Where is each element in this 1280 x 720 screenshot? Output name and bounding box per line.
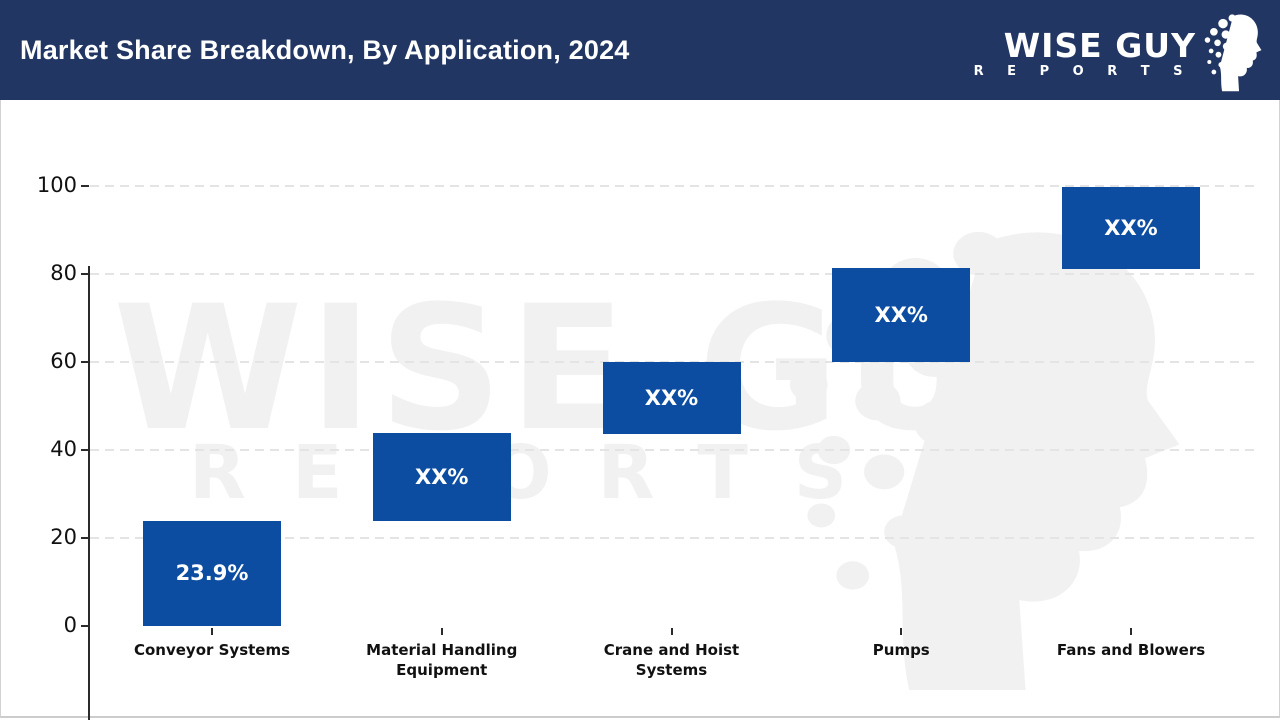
chart-title: Market Share Breakdown, By Application, …: [20, 34, 630, 65]
x-category-label: Pumps: [872, 641, 930, 659]
x-category-label: Crane and Hoist Systems: [603, 641, 740, 679]
bar-value-label: 23.9%: [175, 561, 249, 586]
y-tick-label: 100: [36, 173, 77, 197]
bar-value-label: XX%: [644, 386, 699, 411]
y-tick-label: 20: [50, 525, 77, 549]
logo-text-reports: R E P O R T S: [973, 64, 1192, 79]
wiseguy-logo: WISE GUY R E P O R T S: [974, 8, 1266, 94]
bar-value-label: XX%: [874, 302, 928, 327]
y-tick-label: 0: [63, 613, 77, 637]
y-tick-label: 60: [50, 349, 77, 373]
waterfall-bar: 23.9%: [143, 520, 281, 626]
x-tick-mark: [440, 628, 443, 635]
y-gridline: [90, 449, 1259, 451]
y-tick-mark: [81, 625, 89, 627]
y-tick-mark: [81, 273, 89, 275]
y-tick-mark: [81, 185, 89, 187]
x-category-label: Fans and Blowers: [1056, 641, 1206, 659]
bar-value-label: XX%: [415, 464, 469, 489]
y-tick-mark: [81, 537, 89, 539]
x-tick-mark: [900, 628, 903, 635]
dotted-head-profile-icon: [1204, 14, 1262, 92]
y-axis-line: [88, 266, 90, 720]
waterfall-bar: XX%: [1062, 186, 1200, 270]
logo-text-wiseguy: WISE GUY: [1003, 26, 1196, 65]
chart-area: WISE GUY REPORTS 0 20 40 60 80 100 23.9% Convey…: [0, 100, 1280, 720]
waterfall-bar: XX%: [832, 267, 971, 362]
waterfall-bar: XX%: [602, 362, 741, 435]
header-bar: Market Share Breakdown, By Application, …: [0, 0, 1280, 100]
x-category-label: Conveyor Systems: [133, 641, 291, 659]
x-tick-mark: [1130, 628, 1132, 635]
watermark-text-reports: REPORTS: [189, 430, 894, 516]
y-gridline: [90, 537, 1259, 539]
y-tick-mark: [81, 449, 89, 451]
x-tick-mark: [211, 628, 213, 635]
y-tick-mark: [81, 361, 89, 363]
waterfall-bar: XX%: [372, 432, 511, 521]
bar-value-label: XX%: [1104, 216, 1158, 240]
y-tick-label: 40: [50, 437, 77, 461]
x-tick-mark: [670, 628, 673, 635]
y-gridline: [90, 273, 1259, 275]
y-gridline: [90, 185, 1259, 187]
y-tick-label: 80: [50, 261, 77, 285]
x-category-label: Material Handling Equipment: [366, 641, 518, 679]
